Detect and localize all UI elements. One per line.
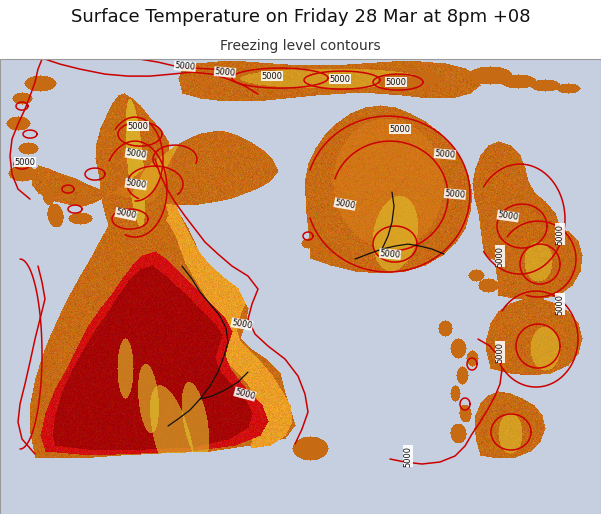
Text: 5000: 5000	[127, 122, 148, 131]
Text: 5000: 5000	[174, 61, 196, 71]
Text: 5000: 5000	[334, 198, 356, 210]
Text: 5000: 5000	[495, 341, 504, 362]
Text: Freezing level contours: Freezing level contours	[220, 39, 381, 53]
Text: 5000: 5000	[389, 124, 410, 134]
Text: 5000: 5000	[14, 158, 35, 167]
Text: 5000: 5000	[115, 208, 137, 221]
Text: 5000: 5000	[125, 148, 147, 160]
Text: 5000: 5000	[497, 210, 519, 222]
Text: 5000: 5000	[403, 446, 412, 467]
Text: 5000: 5000	[234, 387, 256, 401]
Text: 5000: 5000	[261, 71, 282, 81]
Text: Surface Temperature on Friday 28 Mar at 8pm +08: Surface Temperature on Friday 28 Mar at …	[71, 8, 530, 26]
Text: 5000: 5000	[555, 224, 564, 245]
Text: 5000: 5000	[434, 149, 456, 159]
Text: 5000: 5000	[555, 293, 564, 315]
Text: 5000: 5000	[444, 189, 466, 199]
Text: 5000: 5000	[125, 178, 147, 190]
Text: 5000: 5000	[329, 75, 350, 84]
Text: 5000: 5000	[214, 67, 236, 78]
Text: 5000: 5000	[385, 78, 406, 86]
Text: 5000: 5000	[495, 246, 504, 267]
Text: 5000: 5000	[379, 249, 401, 260]
Text: 5000: 5000	[231, 318, 253, 331]
